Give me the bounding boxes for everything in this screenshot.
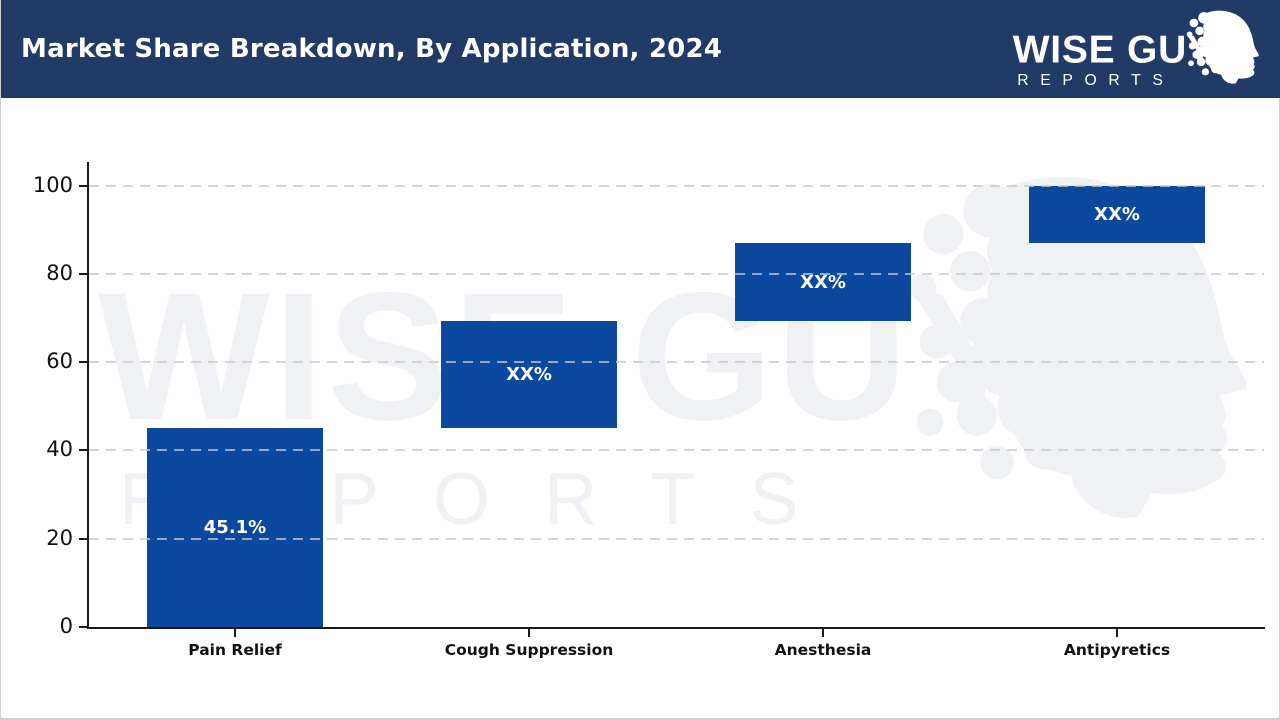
x-tick-label-antipyretics: Antipyretics [1063, 641, 1171, 659]
x-tick-mark [1116, 629, 1118, 637]
y-tick-mark [79, 361, 87, 364]
x-axis-spine [87, 627, 1265, 629]
wise-guy-reports-logo [1011, 7, 1259, 91]
page-title: Market Share Breakdown, By Application, … [21, 34, 723, 64]
report-header: Market Share Breakdown, By Application, … [1, 0, 1280, 98]
y-tick-mark [79, 449, 87, 452]
bar-value-label: XX% [506, 364, 552, 386]
y-tick-mark [79, 626, 87, 628]
y-tick-label: 0 [59, 614, 73, 638]
y-tick-mark [79, 537, 87, 540]
y-tick-mark [79, 184, 87, 187]
y-tick-label: 20 [46, 525, 73, 550]
x-tick-label-pain-relief: Pain Relief [188, 641, 282, 659]
x-tick-mark [234, 629, 236, 637]
waterfall-chart: 45.1% XX% XX% XX% 0 20 40 60 80 100 Pain Relief Cou… [1, 98, 1280, 720]
x-tick-mark [822, 629, 824, 637]
bar-value-label: XX% [800, 271, 846, 293]
y-tick-label: 40 [46, 437, 73, 462]
bar-value-label: 45.1% [203, 516, 267, 538]
y-tick-label: 60 [46, 349, 73, 374]
gridline-80 [89, 272, 1264, 275]
y-tick-label: 100 [32, 172, 73, 197]
bar-value-label: XX% [1094, 203, 1140, 225]
y-tick-label: 80 [46, 260, 73, 285]
y-axis-spine [87, 162, 89, 627]
y-tick-mark [79, 272, 87, 275]
x-tick-mark [528, 629, 530, 637]
x-tick-label-cough-suppression: Cough Suppression [444, 641, 614, 659]
gridline-60 [89, 361, 1264, 364]
x-tick-label-anesthesia: Anesthesia [774, 641, 872, 659]
